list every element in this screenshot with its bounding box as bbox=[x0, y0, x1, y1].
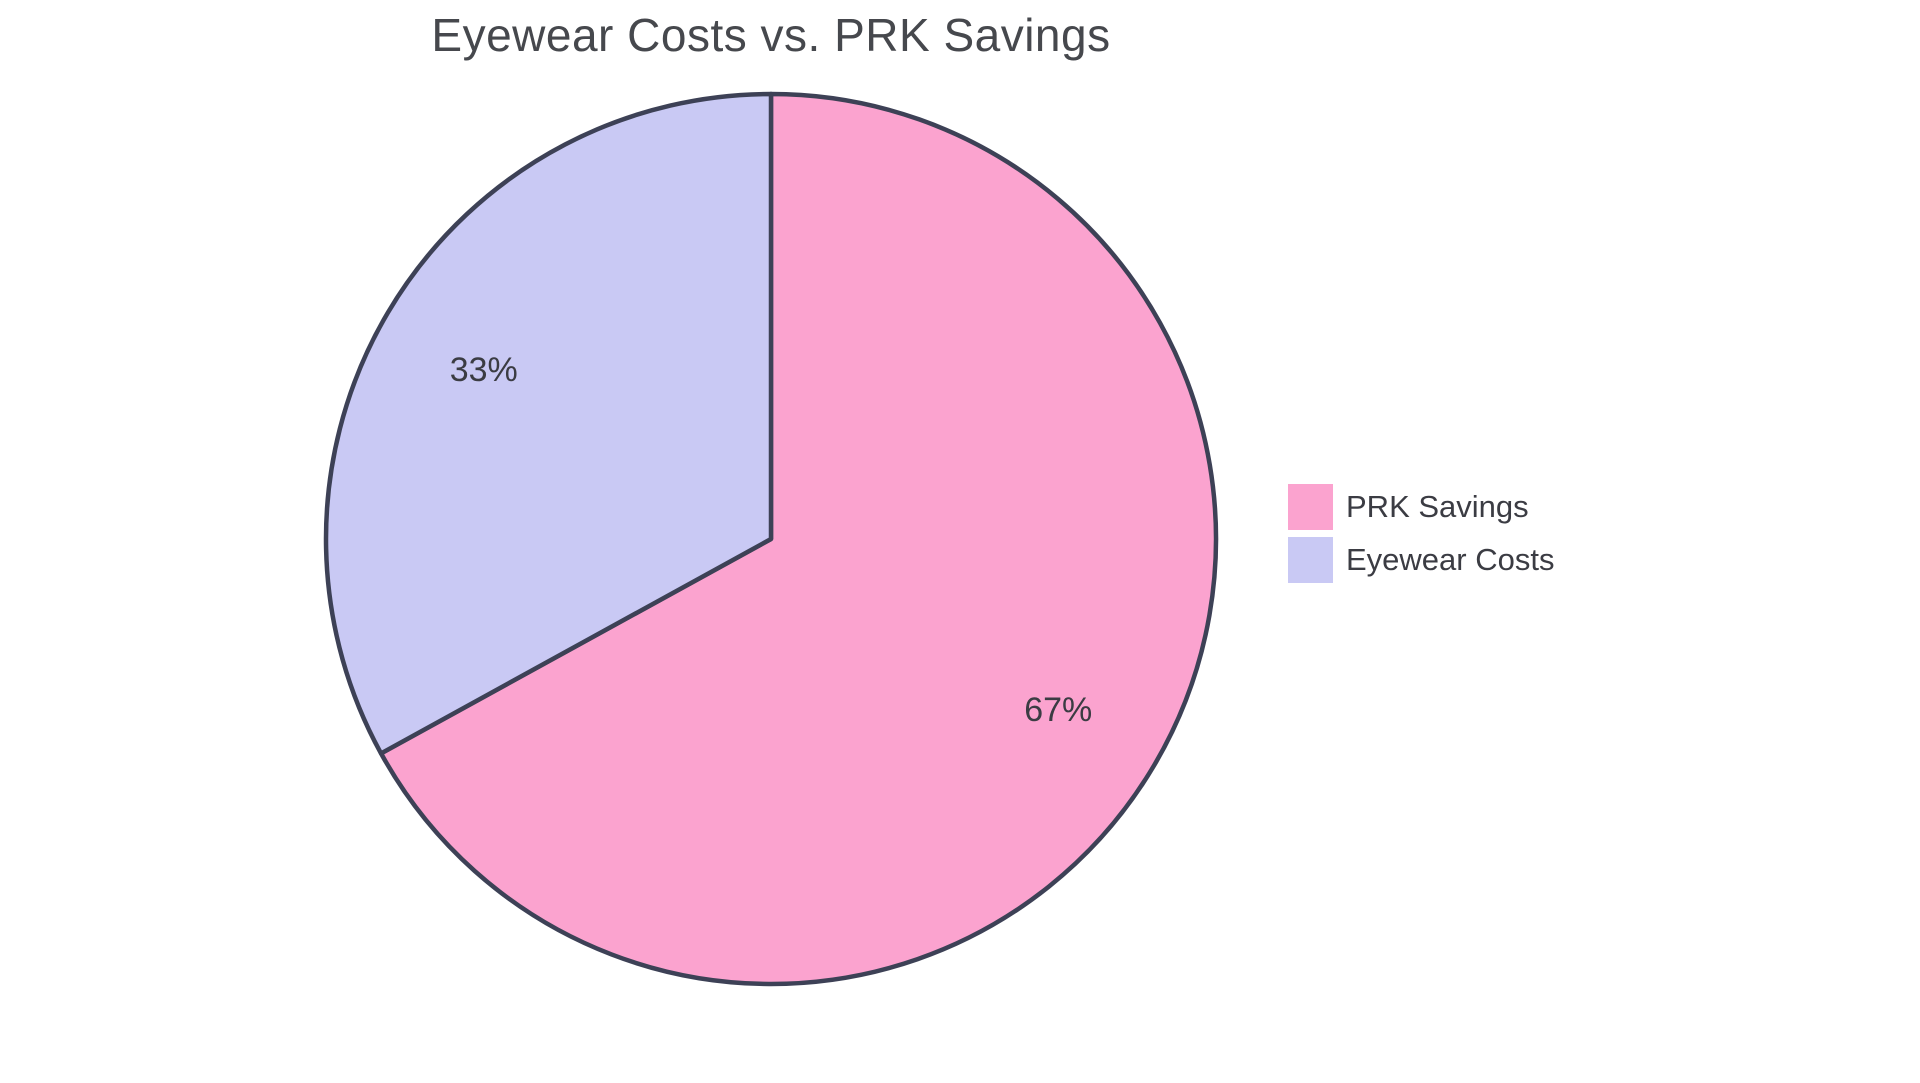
legend-swatch-eyewear-costs bbox=[1288, 537, 1333, 583]
legend-label-eyewear-costs: Eyewear Costs bbox=[1346, 542, 1555, 577]
pie-slice-eyewear-costs bbox=[323, 91, 774, 756]
chart-title: Eyewear Costs vs. PRK Savings bbox=[431, 9, 1111, 61]
legend: PRK Savings Eyewear Costs bbox=[1288, 484, 1554, 583]
legend-item-eyewear-costs: Eyewear Costs bbox=[1288, 537, 1554, 583]
pie-percent-label-prk-savings: 67% bbox=[1024, 691, 1092, 729]
pie-chart: 67% 33% bbox=[323, 91, 1219, 987]
pie-percent-label-eyewear-costs: 33% bbox=[450, 351, 518, 389]
legend-label-prk-savings: PRK Savings bbox=[1346, 489, 1529, 524]
pie-slice-prk-savings bbox=[378, 91, 1219, 987]
legend-item-prk-savings: PRK Savings bbox=[1288, 484, 1554, 530]
legend-swatch-prk-savings bbox=[1288, 484, 1333, 530]
